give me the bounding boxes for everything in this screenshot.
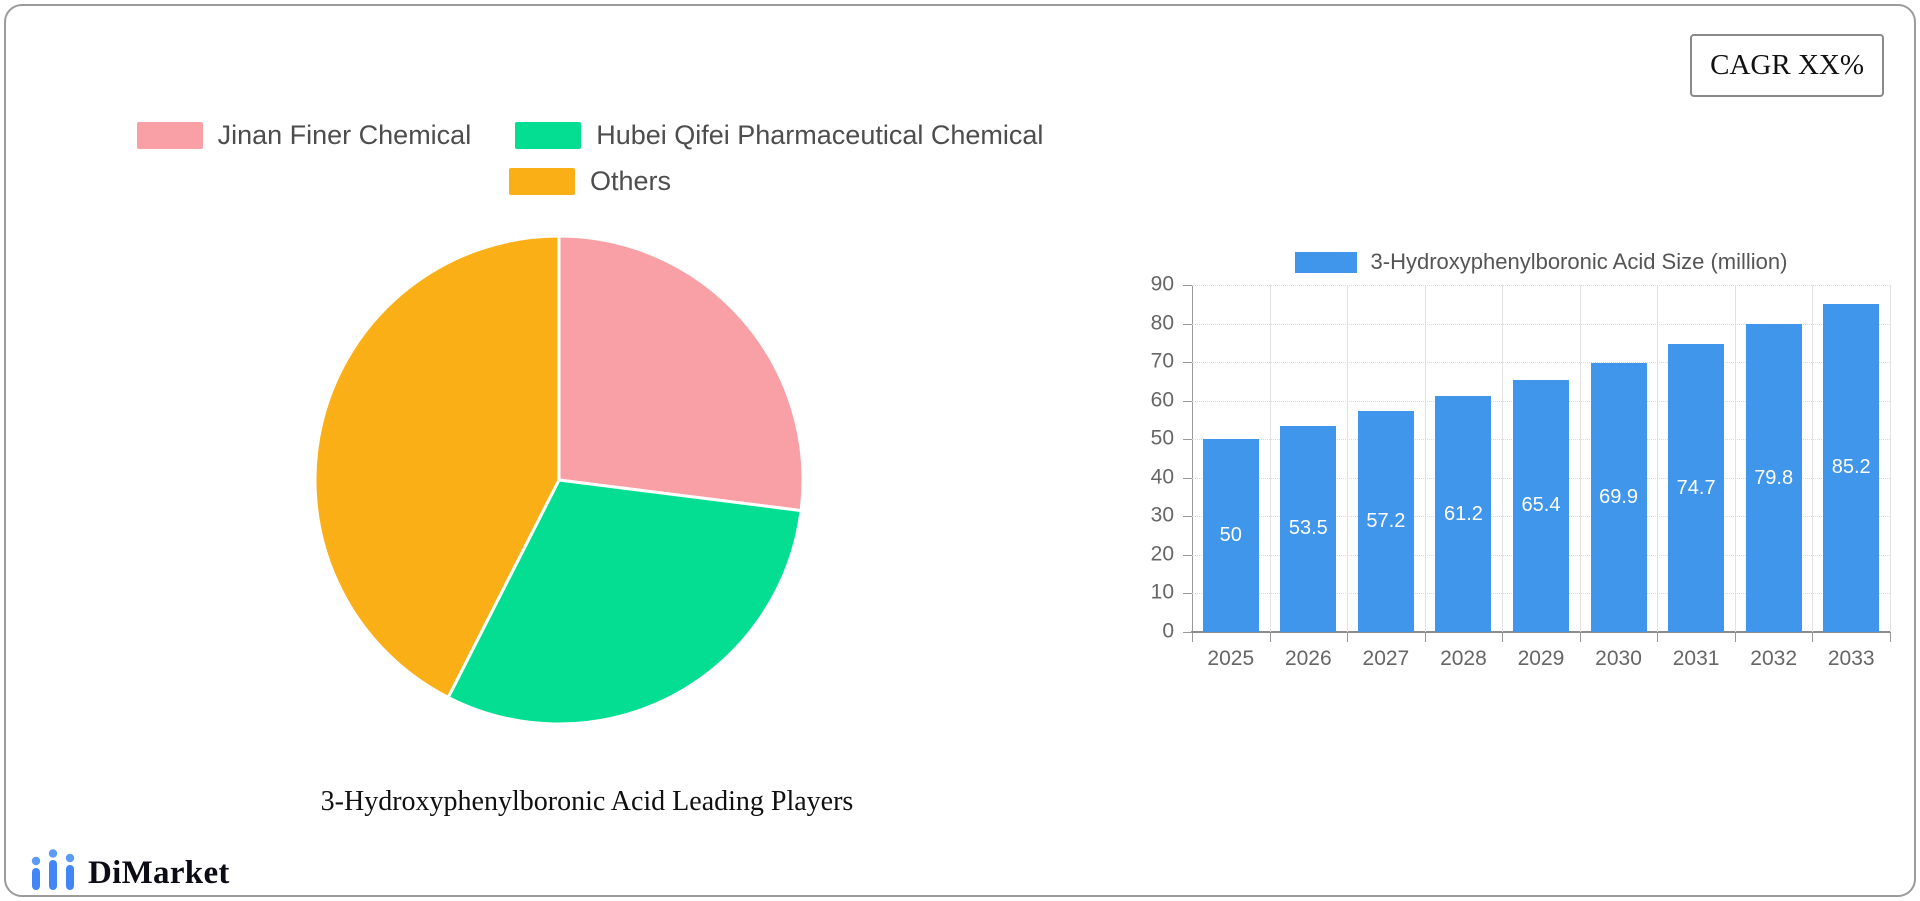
bar-2025[interactable]: 50 [1202,439,1259,632]
gridline-h [1192,323,1890,325]
x-category-label: 2026 [1284,647,1332,670]
x-category-label: 2030 [1595,647,1642,670]
bar-value-label: 57.2 [1366,510,1406,533]
x-tick [1192,633,1193,642]
gridline-v [1424,285,1426,632]
legend-label: Jinan Finer Chemical [217,120,472,150]
y-tick-label: 30 [1150,503,1174,527]
gridline-v [1812,285,1814,632]
x-tick [1269,633,1271,642]
y-tick-label: 60 [1150,388,1174,412]
bar-value-label: 61.2 [1443,502,1483,525]
y-tick [1183,632,1192,633]
y-tick [1183,362,1192,364]
bar-legend-item[interactable]: 3-Hydroxyphenylboronic Acid Size (millio… [1192,249,1890,275]
y-tick [1183,554,1192,556]
x-tick [1657,633,1659,642]
y-tick [1183,400,1192,402]
x-tick [1812,633,1814,642]
y-tick-label: 40 [1150,465,1174,489]
bar-2029[interactable]: 65.4 [1513,379,1569,632]
legend-item-hubei-qifei-pharmaceutical-chemical[interactable]: Hubei Qifei Pharmaceutical Chemical [515,120,1043,151]
x-category-label: 2028 [1440,647,1487,670]
legend-item-jinan-finer-chemical[interactable]: Jinan Finer Chemical [136,120,472,151]
pie-legend-row-2: Others [508,166,672,197]
gridline-v [1347,285,1349,632]
brand-logo: DiMarket [30,849,230,891]
pie-slice-0[interactable] [557,234,805,513]
bar-2027[interactable]: 57.2 [1357,411,1414,632]
pie-slice-2[interactable] [313,234,561,699]
brand-name: DiMarket [88,854,230,891]
y-tick-label: 90 [1150,272,1174,296]
pie-legend-row-1: Jinan Finer Chemical Hubei Qifei Pharmac… [136,120,1043,151]
bar-value-label: 50 [1219,524,1242,547]
y-tick [1183,439,1192,441]
x-tick [1347,633,1349,642]
gridline-v [1502,285,1504,632]
y-tick-label: 20 [1150,542,1174,566]
gridline-v [1579,285,1581,632]
pie-chart [313,234,805,726]
bar-2028[interactable]: 61.2 [1435,396,1492,632]
y-axis [1192,285,1193,632]
y-tick-label: 0 [1162,619,1174,643]
pie-slice-1[interactable] [446,478,803,726]
y-tick [1183,323,1192,325]
bar-chart-logo-icon [31,849,75,890]
bar-2031[interactable]: 74.7 [1668,344,1725,632]
y-tick-label: 10 [1150,580,1174,604]
bar-2032[interactable]: 79.8 [1745,324,1802,632]
legend-swatch-0 [136,122,203,149]
legend-item-others[interactable]: Others [508,166,672,197]
x-category-label: 2027 [1362,647,1410,670]
cagr-badge: CAGR XX% [1690,34,1884,97]
x-category-label: 2033 [1827,647,1875,670]
gridline-h [1192,362,1890,364]
x-category-label: 2025 [1207,647,1255,670]
y-tick [1183,516,1192,518]
legend-label: Others [589,166,672,196]
x-category-label: 2029 [1517,647,1565,670]
bar-value-label: 79.8 [1754,466,1794,489]
x-tick [1502,633,1504,642]
y-tick [1183,285,1192,286]
x-category-label: 2031 [1672,647,1720,670]
legend-swatch-2 [508,168,575,195]
gridline-v [1269,285,1271,632]
x-axis [1191,631,1891,633]
gridline-v [1657,285,1659,632]
x-tick [1734,633,1736,642]
x-tick [1579,633,1581,642]
x-category-label: 2032 [1750,647,1797,670]
bar-plot: 0 10 20 30 40 50 60 70 80 90 50 2025 53.5 2026 57.2 202… [1151,273,1891,670]
y-tick-label: 50 [1150,426,1174,450]
x-tick [1890,633,1891,642]
bar-legend-swatch [1294,251,1357,273]
y-tick [1183,477,1192,479]
pie-chart-title: 3-Hydroxyphenylboronic Acid Leading Play… [320,786,854,817]
legend-swatch-1 [515,122,582,149]
bar-2030[interactable]: 69.9 [1590,362,1647,632]
cagr-label: CAGR XX% [1710,49,1864,81]
gridline-v [1734,285,1736,632]
y-tick-label: 70 [1150,349,1174,373]
bar-value-label: 65.4 [1521,494,1561,517]
y-tick [1183,593,1192,595]
x-tick [1424,633,1426,642]
y-tick-label: 80 [1150,311,1174,335]
gridline-h [1192,285,1890,286]
bar-2033[interactable]: 85.2 [1823,303,1880,632]
bar-value-label: 85.2 [1831,456,1871,479]
bar-2026[interactable]: 53.5 [1280,425,1337,632]
bar-value-label: 74.7 [1676,476,1716,499]
gridline-v [1890,285,1891,632]
legend-label: Hubei Qifei Pharmaceutical Chemical [596,120,1044,150]
bar-value-label: 53.5 [1288,517,1328,540]
bar-legend-label: 3-Hydroxyphenylboronic Acid Size (millio… [1370,249,1788,274]
pie-legend: Jinan Finer Chemical Hubei Qifei Pharmac… [40,120,1140,197]
bar-value-label: 69.9 [1599,485,1639,508]
